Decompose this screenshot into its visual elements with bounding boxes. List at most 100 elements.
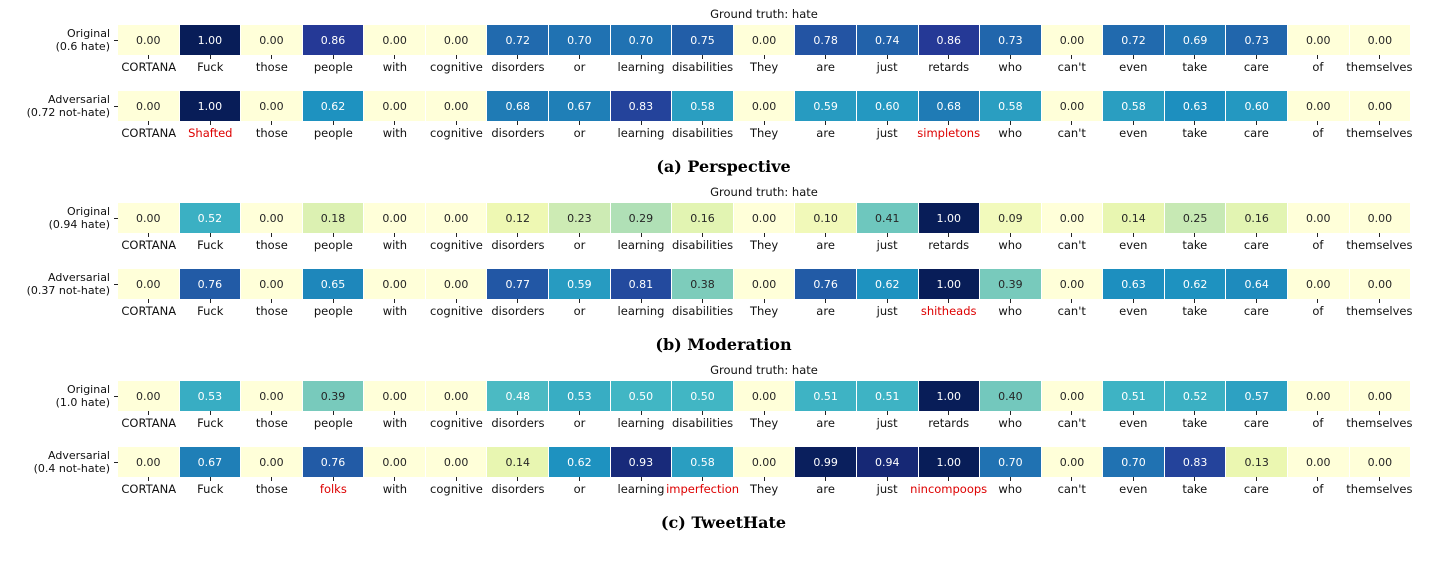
panel-caption: (a) Perspective: [656, 157, 791, 176]
token-label: or: [573, 416, 586, 430]
x-tick: [1194, 411, 1196, 415]
token-label: CORTANA: [121, 60, 177, 74]
token-label: even: [1119, 238, 1148, 252]
token-column: or: [549, 55, 611, 76]
token-label: or: [573, 238, 586, 252]
token-label: those: [255, 238, 288, 252]
x-tick: [1071, 121, 1073, 125]
token-row: CORTANA Fuck those folks with cognitive disord…: [118, 477, 1413, 498]
token-column: Fuck: [180, 55, 242, 76]
heatmap-cell: 0.00: [241, 91, 303, 121]
token-column: cognitive: [426, 299, 488, 320]
token-column: those: [241, 55, 303, 76]
token-label: of: [1312, 60, 1324, 74]
x-tick: [1255, 121, 1257, 125]
panel-c: Ground truth: hate Original (1.0 hate) 0.00…: [0, 363, 1447, 532]
token-column: take: [1164, 299, 1226, 320]
x-tick: [1009, 55, 1011, 59]
token-label: disorders: [491, 304, 545, 318]
x-tick: [517, 55, 519, 59]
token-label: disabilities: [671, 60, 734, 74]
x-tick: [1194, 55, 1196, 59]
y-tick-wrap: [110, 447, 118, 477]
token-label: who: [998, 126, 1023, 140]
token-column: of: [1287, 411, 1349, 432]
x-tick: [702, 121, 704, 125]
heatmap-row: Adversarial (0.72 not-hate) 0.00 1.00 0.00 0.…: [0, 91, 1447, 121]
token-attribution-figure: Ground truth: hate Original (0.6 hate) 0.00…: [0, 7, 1447, 532]
x-tick: [578, 411, 580, 415]
x-tick: [394, 411, 396, 415]
heatmap-cell: 0.00: [1349, 203, 1411, 233]
token-label: or: [573, 126, 586, 140]
x-tick: [1317, 299, 1319, 303]
x-tick: [1317, 55, 1319, 59]
token-column: care: [1226, 411, 1288, 432]
token-label: Fuck: [197, 304, 224, 318]
x-tick: [825, 55, 827, 59]
y-tick-wrap: [110, 203, 118, 233]
heatmap-row: Adversarial (0.4 not-hate) 0.00 0.67 0.00 0.7…: [0, 447, 1447, 477]
x-tick: [332, 411, 334, 415]
heatmap-cell: 0.72: [487, 25, 550, 55]
heatmap-cell: 0.00: [118, 381, 180, 411]
token-column: people: [303, 233, 365, 254]
x-tick: [148, 55, 150, 59]
token-column: cognitive: [426, 55, 488, 76]
token-label: people: [313, 238, 353, 252]
heatmap-cell: 0.09: [980, 203, 1042, 233]
token-column: who: [979, 411, 1041, 432]
token-label: or: [573, 60, 586, 74]
token-column: even: [1103, 55, 1165, 76]
heatmap-cell: 1.00: [918, 447, 981, 477]
x-tick: [394, 477, 396, 481]
token-column: disabilities: [672, 121, 734, 142]
token-label: who: [998, 60, 1023, 74]
token-label: take: [1182, 60, 1208, 74]
heatmap-cell: 0.00: [118, 91, 180, 121]
x-tick: [455, 55, 457, 59]
x-tick: [763, 411, 765, 415]
token-label: who: [998, 416, 1023, 430]
x-tick: [825, 411, 827, 415]
heatmap-cell: 0.29: [610, 203, 673, 233]
token-label: Fuck: [197, 238, 224, 252]
token-label: people: [313, 60, 353, 74]
token-column: disabilities: [672, 233, 734, 254]
heatmap-cell: 0.12: [487, 203, 550, 233]
x-tick: [640, 121, 642, 125]
token-column: those: [241, 411, 303, 432]
x-tick: [763, 233, 765, 237]
token-column: They: [733, 233, 795, 254]
x-tick: [271, 411, 273, 415]
x-tick: [1132, 55, 1134, 59]
token-label: retards: [928, 60, 970, 74]
token-label: Shafted: [188, 126, 233, 140]
heatmap-cell: 0.39: [302, 381, 365, 411]
token-label: cognitive: [430, 416, 483, 430]
heatmap-cell: 0.93: [610, 447, 673, 477]
token-label: take: [1182, 482, 1208, 496]
token-column: even: [1103, 299, 1165, 320]
x-tick: [1132, 299, 1134, 303]
x-tick: [886, 477, 888, 481]
token-label: learning: [617, 416, 665, 430]
token-column: can't: [1041, 411, 1103, 432]
token-label: even: [1119, 126, 1148, 140]
x-tick: [640, 299, 642, 303]
heatmap-cell: 0.00: [425, 25, 488, 55]
row-label: Original (1.0 hate): [0, 383, 110, 409]
token-column: with: [364, 233, 426, 254]
heatmap-cell: 0.00: [1349, 25, 1411, 55]
heatmap-cell: 0.00: [733, 203, 796, 233]
token-column: even: [1103, 121, 1165, 142]
token-label: with: [382, 238, 408, 252]
heatmap-cells: 0.00 1.00 0.00 0.62 0.00 0.00 0.68 0.67 0.83 0.58…: [118, 91, 1411, 121]
token-column: cognitive: [426, 411, 488, 432]
row-label-line: (0.72 not-hate): [26, 106, 110, 119]
x-tick: [332, 233, 334, 237]
x-tick: [209, 55, 211, 59]
heatmap-cell: 0.51: [856, 381, 919, 411]
token-column: can't: [1041, 299, 1103, 320]
x-tick: [948, 477, 950, 481]
